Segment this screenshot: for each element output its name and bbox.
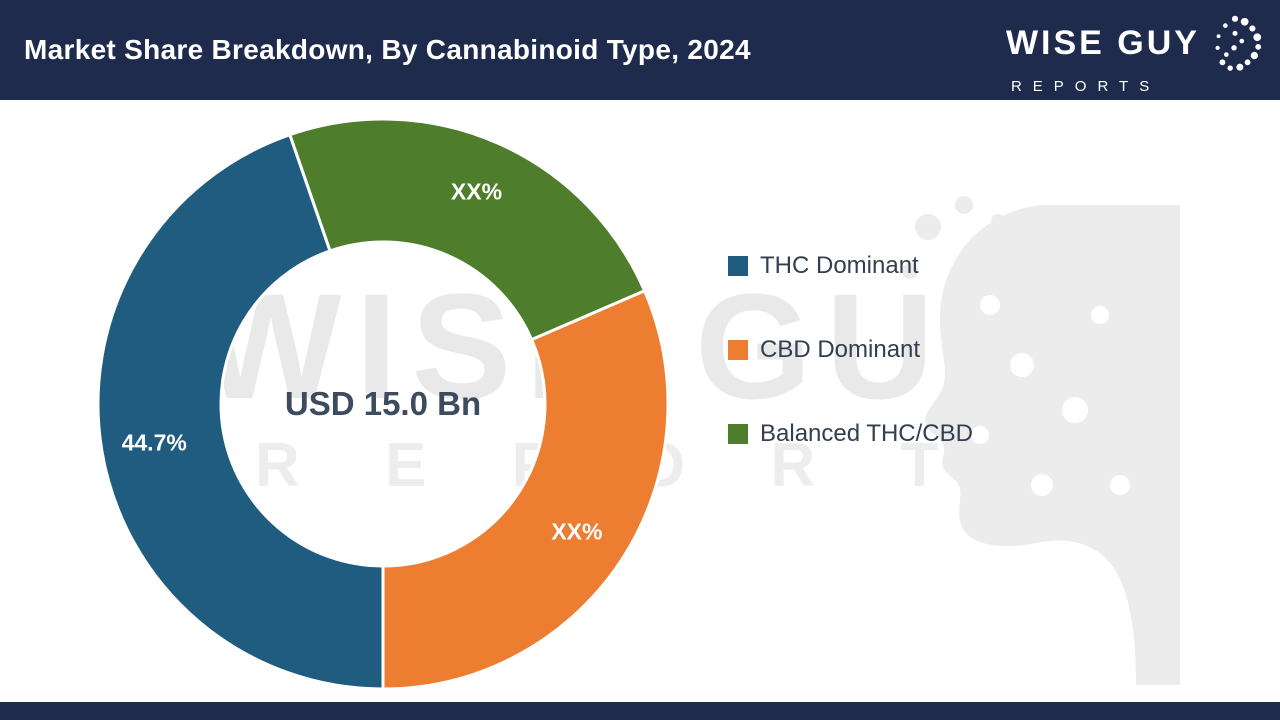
slice-label-cbd-dominant: XX% <box>551 518 602 544</box>
logo-subtext: REPORTS <box>1010 78 1161 95</box>
donut-center-value: USD 15.0 Bn <box>285 385 481 422</box>
slice-label-balanced-thc-cbd: XX% <box>451 179 502 205</box>
legend-swatch-cbd-dominant <box>728 340 748 360</box>
donut-segment-balanced-thc-cbd <box>288 117 647 342</box>
legend-swatch-balanced-thc-cbd <box>728 424 748 444</box>
slice-label-thc-dominant: 44.7% <box>122 429 187 455</box>
logo-row: WISE GUY <box>1006 12 1264 74</box>
donut-segments: 44.7% XX% XX% <box>96 117 670 691</box>
donut-segment-cbd-dominant <box>381 289 670 691</box>
donut-segment-thc-dominant <box>96 133 385 691</box>
header: Market Share Breakdown, By Cannabinoid T… <box>0 0 1280 100</box>
legend: THC Dominant CBD Dominant Balanced THC/CBD <box>728 252 973 504</box>
legend-label-balanced-thc-cbd: Balanced THC/CBD <box>760 420 973 447</box>
legend-item-cbd-dominant: CBD Dominant <box>728 336 973 364</box>
legend-label-thc-dominant: THC Dominant <box>760 252 919 279</box>
page-title: Market Share Breakdown, By Cannabinoid T… <box>24 34 751 65</box>
watermark-head-silhouette <box>902 196 1180 685</box>
legend-swatch-thc-dominant <box>728 256 748 276</box>
logo-head-icon <box>1215 15 1262 71</box>
legend-item-balanced-thc-cbd: Balanced THC/CBD <box>728 420 973 448</box>
footer-bar <box>0 702 1280 720</box>
legend-label-cbd-dominant: CBD Dominant <box>760 336 921 363</box>
legend-item-thc-dominant: THC Dominant <box>728 252 973 280</box>
brand-logo: WISE GUY REPORTS <box>1006 12 1264 95</box>
donut-chart: 44.7% XX% XX% USD 15.0 Bn <box>96 117 670 691</box>
logo-wordmark: WISE GUY <box>1005 24 1200 62</box>
chart-area: WISE GUY R E P O R T S 44.7% XX% XX% USD 1… <box>0 100 1280 702</box>
